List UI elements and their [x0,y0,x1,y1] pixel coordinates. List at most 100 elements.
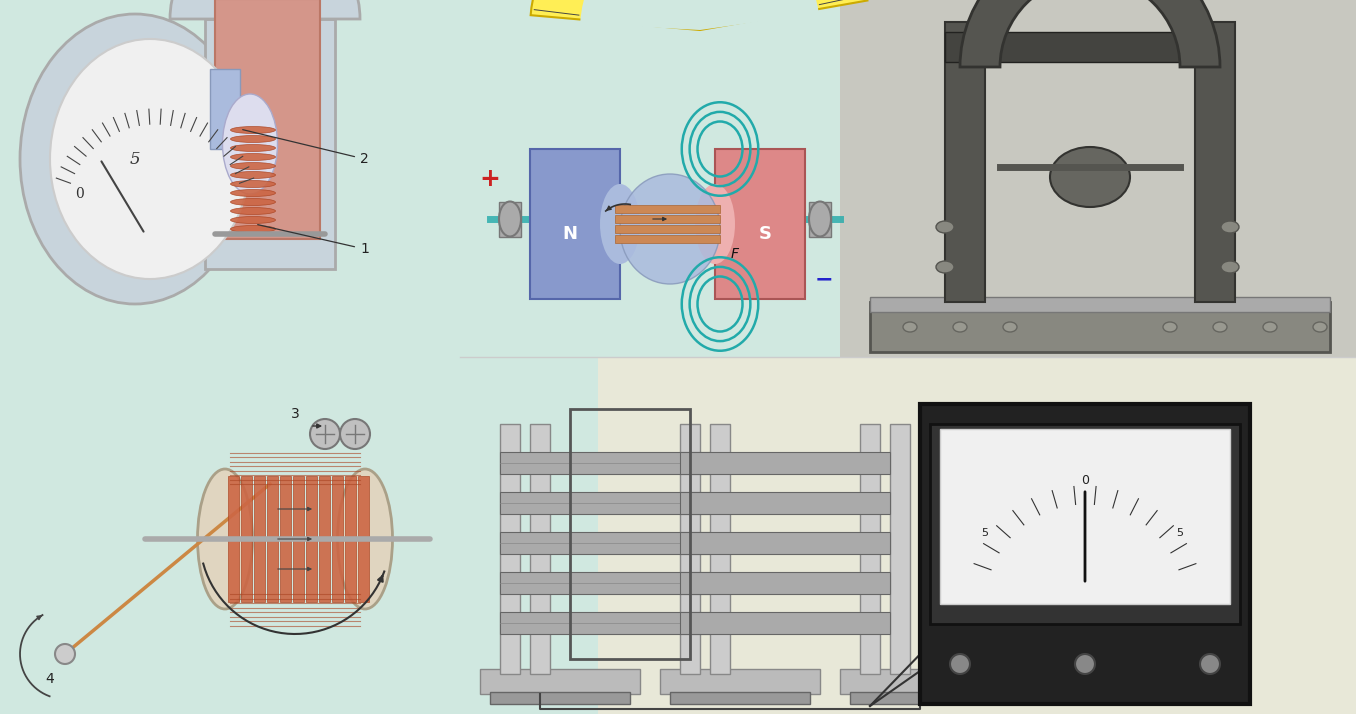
Ellipse shape [20,14,250,304]
Bar [598,0,948,357]
Ellipse shape [231,154,275,161]
Circle shape [340,419,370,449]
Bar [940,429,1230,604]
Circle shape [951,654,970,674]
Bar [839,0,1356,357]
Bar [267,476,278,602]
Bar [500,572,711,594]
Bar [660,669,820,694]
Text: 4: 4 [46,672,54,686]
Bar [210,69,240,149]
Text: 5: 5 [130,151,140,168]
Text: 5: 5 [1177,528,1184,538]
Bar [945,32,1215,62]
Bar [480,669,640,694]
Bar [679,612,890,634]
Text: F: F [731,247,739,261]
Circle shape [311,419,340,449]
Bar [945,22,984,302]
Ellipse shape [1163,322,1177,332]
Ellipse shape [231,198,275,206]
Ellipse shape [1214,322,1227,332]
Bar [871,302,1330,352]
Bar [241,476,252,602]
Ellipse shape [936,221,955,233]
Bar [306,476,317,602]
Bar [499,202,521,237]
Bar [871,297,1330,312]
Bar [860,424,880,674]
Bar [319,476,330,602]
Bar [530,424,551,674]
Text: 0: 0 [1081,474,1089,487]
Bar [679,424,700,674]
Text: 0: 0 [76,187,84,201]
Bar [279,476,292,602]
Bar [679,452,890,474]
Ellipse shape [231,181,275,188]
Text: 1: 1 [258,225,369,256]
Ellipse shape [499,201,521,236]
Bar [0,0,598,357]
Bar [500,612,711,634]
Bar [500,424,519,674]
Bar [890,424,910,674]
Text: N: N [563,225,578,243]
Text: 5: 5 [982,528,989,538]
Circle shape [1075,654,1096,674]
Ellipse shape [222,94,278,194]
Bar [293,476,304,602]
Bar [500,452,711,474]
Bar [500,492,711,514]
Ellipse shape [338,469,392,609]
Bar [205,19,335,269]
Bar [598,357,1356,714]
Text: −: − [815,269,834,289]
Ellipse shape [231,208,275,214]
Text: 2: 2 [243,130,369,166]
Ellipse shape [231,144,275,151]
Ellipse shape [1262,322,1277,332]
Bar [332,476,343,602]
Bar [679,532,890,554]
Bar [616,205,720,213]
Ellipse shape [198,469,252,609]
Ellipse shape [231,163,275,169]
Bar [570,409,690,659]
Ellipse shape [599,184,640,264]
Wedge shape [530,0,868,30]
Bar [670,692,810,704]
Ellipse shape [231,189,275,196]
Bar [839,0,1356,357]
Bar [711,424,730,674]
Ellipse shape [1220,261,1239,273]
Circle shape [56,644,75,664]
Bar [679,572,890,594]
Bar [254,476,264,602]
Wedge shape [170,0,359,19]
Bar [616,235,720,243]
Ellipse shape [936,261,955,273]
Bar [500,532,711,554]
Text: S: S [758,225,772,243]
Ellipse shape [1220,221,1239,233]
Bar [679,492,890,514]
Ellipse shape [1003,322,1017,332]
Bar [919,404,1250,704]
Ellipse shape [231,136,275,143]
Bar [344,476,357,602]
Ellipse shape [231,171,275,178]
Ellipse shape [620,174,720,284]
Wedge shape [960,0,1220,67]
Bar [616,225,720,233]
Text: +: + [480,167,500,191]
Bar [715,149,805,299]
Ellipse shape [1313,322,1328,332]
Wedge shape [580,0,819,30]
Ellipse shape [50,39,250,279]
Bar [530,149,620,299]
Ellipse shape [231,226,275,233]
Bar [358,476,369,602]
Bar [228,476,239,602]
Ellipse shape [810,201,831,236]
